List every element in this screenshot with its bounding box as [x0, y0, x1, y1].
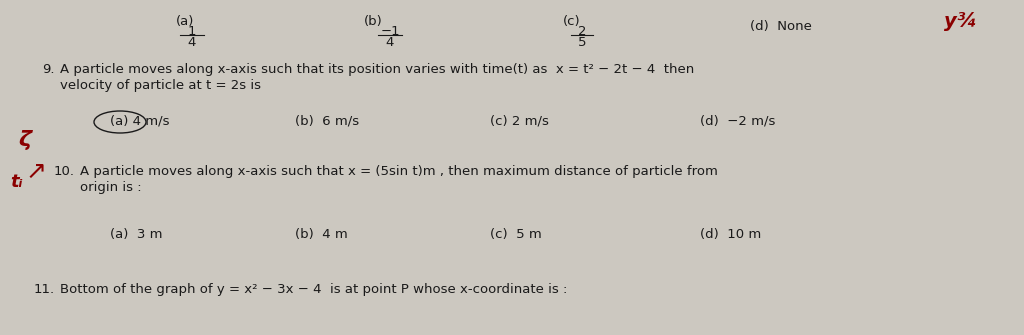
Text: 5: 5: [578, 36, 587, 49]
Text: (b)  4 m: (b) 4 m: [295, 228, 348, 241]
Text: (c): (c): [563, 15, 581, 28]
Text: 9.: 9.: [43, 63, 55, 76]
Text: (c)  5 m: (c) 5 m: [490, 228, 542, 241]
Text: Bottom of the graph of y = x² − 3x − 4  is at point P whose x-coordinate is :: Bottom of the graph of y = x² − 3x − 4 i…: [60, 283, 567, 296]
Text: ζ: ζ: [18, 130, 31, 150]
Text: 10.: 10.: [54, 165, 75, 178]
Text: 11.: 11.: [34, 283, 55, 296]
Text: ↗: ↗: [25, 160, 46, 184]
Text: (b)  6 m/s: (b) 6 m/s: [295, 115, 359, 128]
Text: 1: 1: [187, 25, 197, 38]
Text: tᵢ: tᵢ: [10, 173, 23, 191]
Text: (a) 4 m/s: (a) 4 m/s: [110, 115, 170, 128]
Text: (d)  10 m: (d) 10 m: [700, 228, 761, 241]
Text: (c) 2 m/s: (c) 2 m/s: [490, 115, 549, 128]
Text: 4: 4: [386, 36, 394, 49]
Text: (a): (a): [176, 15, 195, 28]
Text: (d)  None: (d) None: [750, 20, 812, 33]
Text: 4: 4: [187, 36, 197, 49]
Text: (b): (b): [364, 15, 382, 28]
Text: (d)  −2 m/s: (d) −2 m/s: [700, 115, 775, 128]
Text: A particle moves along x-axis such that its position varies with time(t) as  x =: A particle moves along x-axis such that …: [60, 63, 694, 76]
Text: origin is :: origin is :: [80, 181, 141, 194]
Text: −1: −1: [380, 25, 399, 38]
Text: A particle moves along x-axis such that x = (5sin t)m , then maximum distance of: A particle moves along x-axis such that …: [80, 165, 718, 178]
Text: 2: 2: [578, 25, 587, 38]
Text: (a)  3 m: (a) 3 m: [110, 228, 163, 241]
Text: y¾: y¾: [943, 12, 977, 31]
Text: velocity of particle at t = 2s is: velocity of particle at t = 2s is: [60, 79, 261, 92]
